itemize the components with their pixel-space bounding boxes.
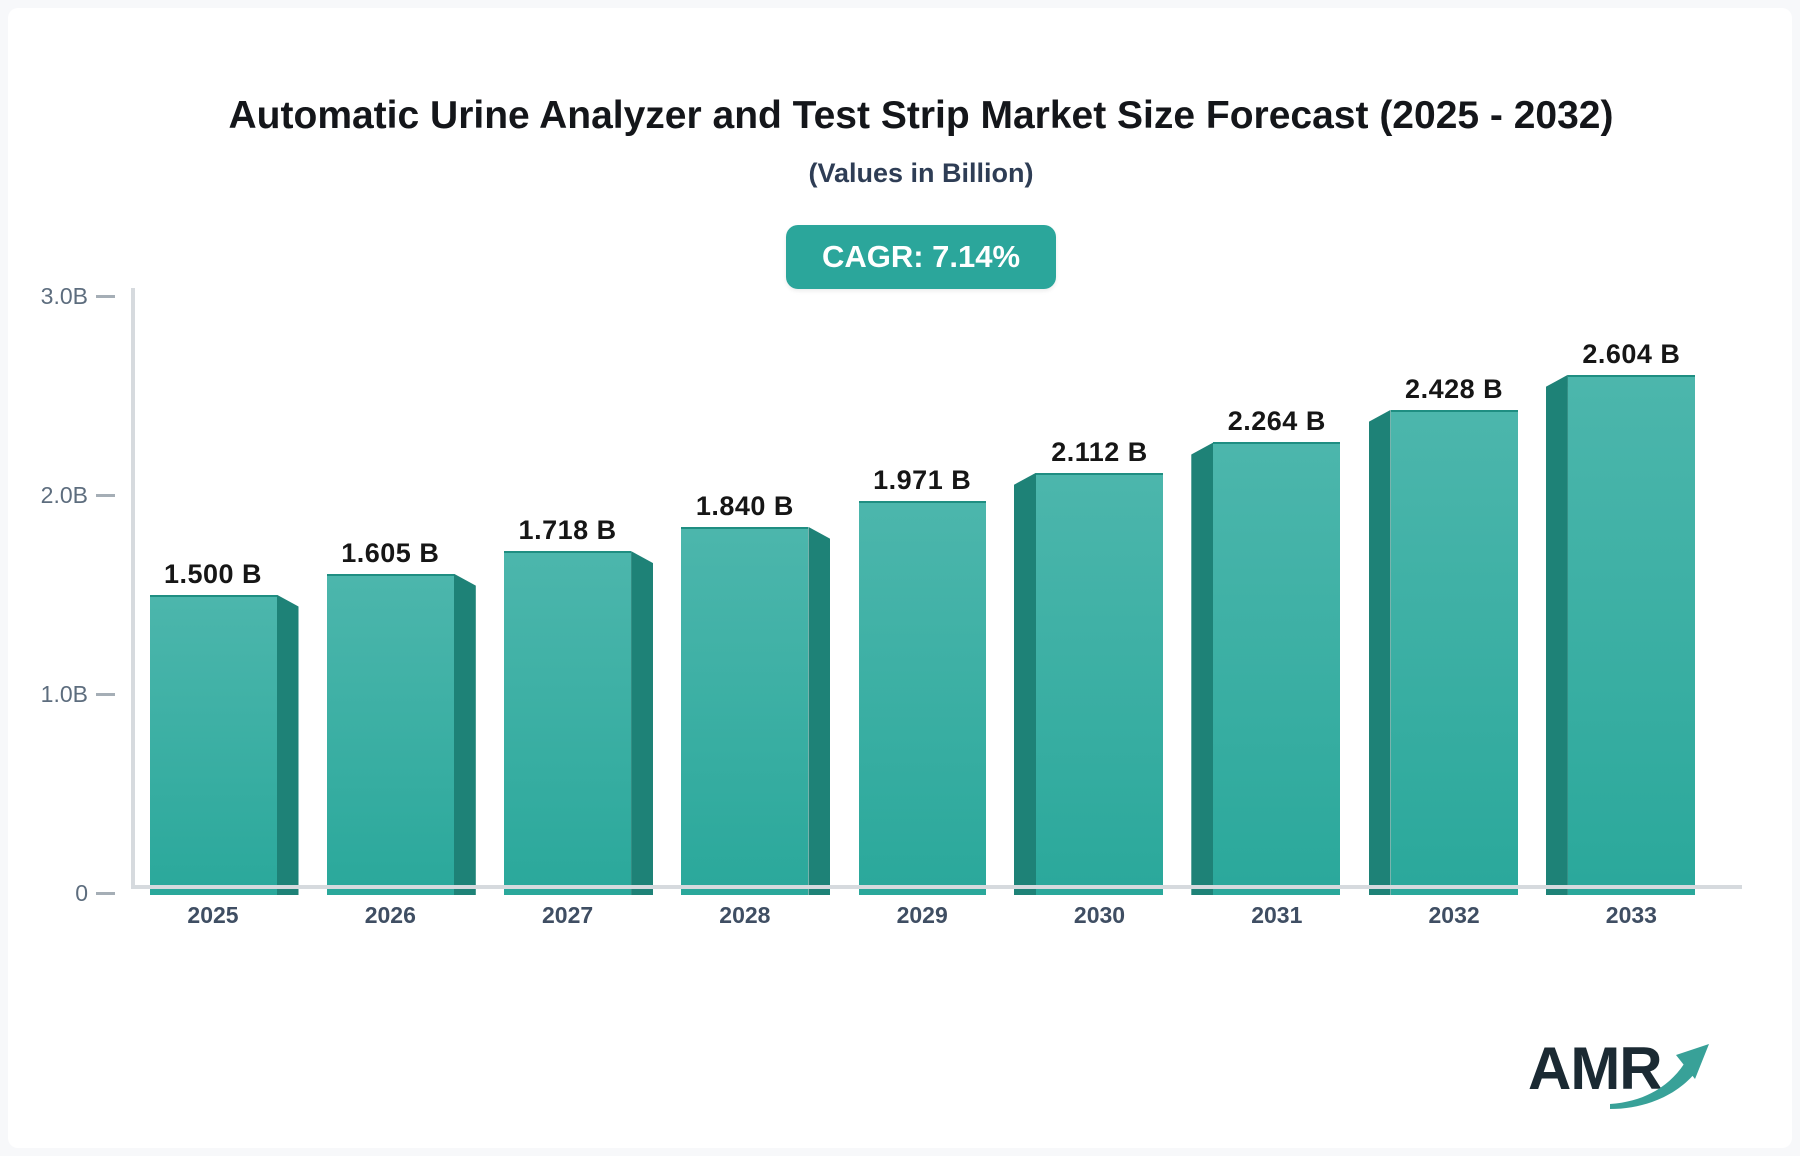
x-axis-label-2030: 2030 (1073, 902, 1126, 928)
bar-2031 (1213, 442, 1341, 895)
bar-side-2028 (808, 526, 831, 895)
bar-2028 (681, 526, 809, 895)
bar-2030 (1036, 472, 1163, 895)
bar-side-2026 (453, 573, 476, 895)
bar-2032 (1390, 409, 1518, 895)
bar-side-2033 (1545, 374, 1568, 895)
y-tick-mark (96, 494, 115, 497)
x-axis-label-2029: 2029 (896, 902, 948, 928)
arrow-swoosh (1610, 1064, 1695, 1109)
bar-value-label: 2.604 B (1582, 338, 1681, 369)
bar-value-label: 2.264 B (1227, 406, 1326, 437)
x-axis-label-2031: 2031 (1251, 902, 1303, 928)
y-tick-mark (96, 892, 115, 895)
bar-value-label: 1.500 B (163, 558, 263, 589)
bar-2026 (326, 573, 454, 895)
y-tick-label: 2.0B (40, 482, 88, 508)
arrow-head (1676, 1044, 1709, 1079)
bar-2029 (858, 500, 986, 895)
bar-value-label: 1.840 B (695, 490, 794, 521)
bar-2033 (1567, 374, 1695, 895)
bar-value-label: 2.112 B (1051, 436, 1148, 467)
bar-value-label: 2.428 B (1405, 373, 1504, 404)
growth-arrow-icon (1610, 1044, 1709, 1109)
cagr-badge: CAGR: 7.14% (785, 225, 1057, 289)
bar-value-label: 1.718 B (518, 515, 617, 546)
chart-header: Automatic Urine Analyzer and Test Strip … (50, 8, 1792, 289)
y-tick-label: 0 (75, 880, 88, 906)
chart-card: Automatic Urine Analyzer and Test Strip … (8, 8, 1792, 1148)
bar-2025 (149, 594, 277, 895)
x-axis-label-2027: 2027 (542, 902, 594, 928)
y-tick-label: 1.0B (40, 681, 88, 707)
bar-value-label: 1.605 B (341, 537, 440, 568)
bar-side-2032 (1368, 409, 1391, 895)
y-axis-line (131, 288, 135, 889)
bar-2027 (504, 551, 632, 895)
x-axis-label-2033: 2033 (1605, 902, 1657, 928)
y-tick-mark (96, 295, 115, 298)
bar-side-2030 (1014, 472, 1036, 895)
bar-side-2025 (276, 594, 299, 895)
x-axis-label-2032: 2032 (1428, 902, 1480, 928)
bar-side-2031 (1191, 442, 1214, 895)
x-axis-line (131, 885, 1742, 889)
x-axis-label-2025: 2025 (187, 902, 239, 928)
chart-title: Automatic Urine Analyzer and Test Strip … (228, 94, 1614, 137)
chart-subtitle: (Values in Billion) (808, 158, 1034, 188)
x-axis-label-2026: 2026 (364, 902, 416, 928)
amr-logo-text: AMR (1528, 1035, 1663, 1102)
y-tick-label: 3.0B (40, 283, 88, 309)
amr-logo: AMR (1528, 1034, 1728, 1120)
bar-side-2027 (631, 551, 654, 895)
y-tick-mark (96, 693, 115, 696)
x-axis-label-2028: 2028 (719, 902, 771, 928)
bar-value-label: 1.971 B (873, 464, 972, 495)
